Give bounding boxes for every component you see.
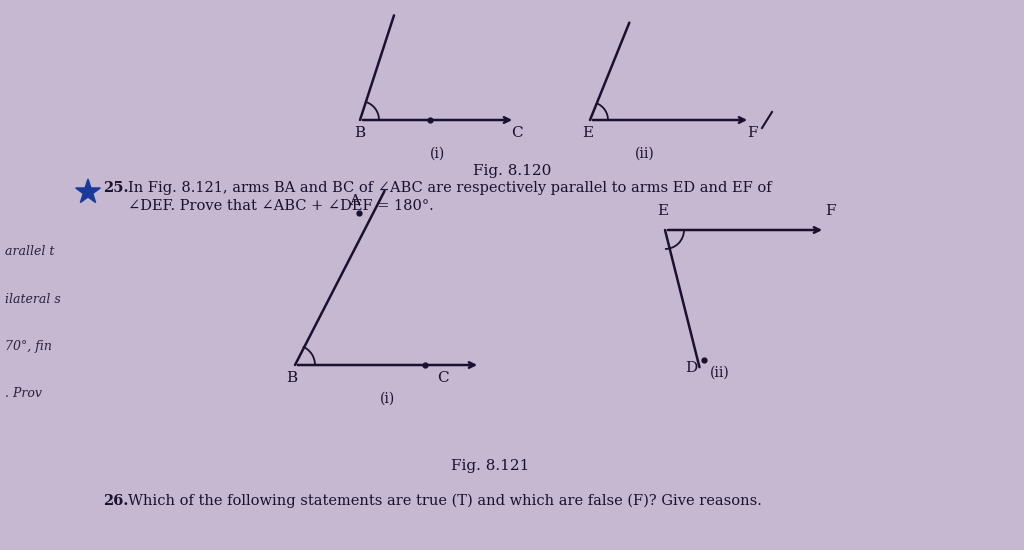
Text: (ii): (ii) [710, 366, 730, 380]
Text: B: B [354, 126, 366, 140]
Text: C: C [437, 371, 449, 385]
Text: 70°, fin: 70°, fin [5, 340, 52, 353]
Text: E: E [657, 204, 669, 218]
Text: In Fig. 8.121, arms BA and BC of ∠ABC are respectively parallel to arms ED and E: In Fig. 8.121, arms BA and BC of ∠ABC ar… [128, 181, 772, 195]
Text: 25.: 25. [103, 181, 128, 195]
Text: E: E [583, 126, 594, 140]
Text: ∠DEF. Prove that ∠ABC + ∠DEF = 180°.: ∠DEF. Prove that ∠ABC + ∠DEF = 180°. [128, 199, 434, 213]
Text: Fig. 8.120: Fig. 8.120 [473, 164, 551, 178]
Text: D: D [685, 361, 697, 375]
Text: (ii): (ii) [635, 147, 655, 161]
Text: B: B [287, 371, 298, 385]
Text: (i): (i) [380, 392, 395, 406]
Text: arallel t: arallel t [5, 245, 54, 258]
Text: A: A [349, 194, 360, 208]
Text: Which of the following statements are true (T) and which are false (F)? Give rea: Which of the following statements are tr… [128, 493, 762, 508]
Text: F: F [746, 126, 758, 140]
Polygon shape [76, 179, 100, 202]
Text: Fig. 8.121: Fig. 8.121 [451, 459, 529, 473]
Text: ilateral s: ilateral s [5, 293, 60, 306]
Text: 26.: 26. [103, 494, 128, 508]
Text: C: C [511, 126, 523, 140]
Text: (i): (i) [430, 147, 445, 161]
Text: F: F [824, 204, 836, 218]
Text: . Prov: . Prov [5, 387, 42, 400]
